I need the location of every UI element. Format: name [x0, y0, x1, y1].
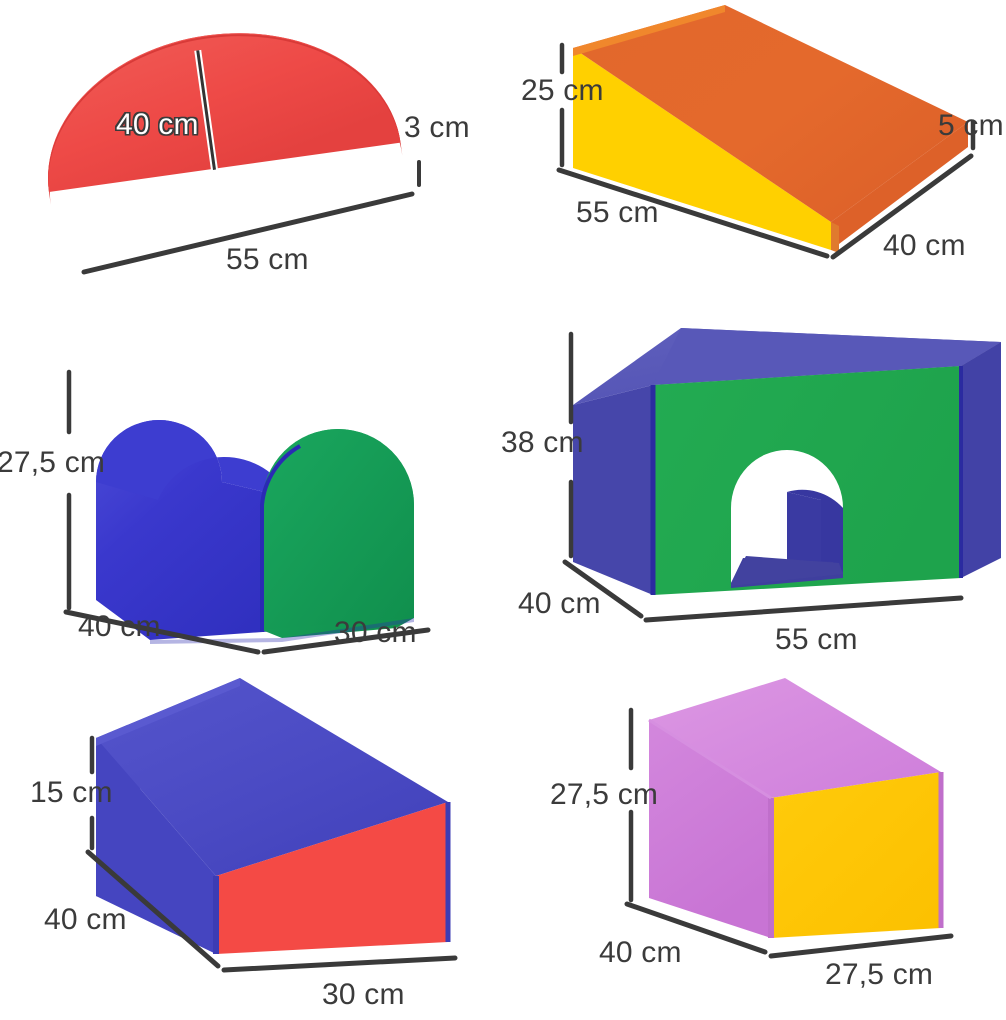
dim-label-semicircle-height: 3 cm: [404, 111, 470, 144]
semicircle-top-face: [48, 33, 401, 192]
dim-label-tunnel-depth: 40 cm: [518, 587, 601, 620]
wedge-yellow-side: [573, 48, 831, 250]
block-left-side: [649, 720, 771, 938]
dim-label-tunnel-height: 38 cm: [501, 426, 584, 459]
tunnel-arch-opening: [731, 450, 843, 588]
arch-block-illustration: [0, 300, 503, 660]
dimline-tunnel-depth-40: [562, 559, 644, 619]
figure-rect-block: 27,5 cm 40 cm 27,5 cm: [503, 660, 1006, 1020]
wedge-crest-edge: [573, 5, 725, 56]
tunnel-block-illustration: [503, 300, 1006, 660]
figure-arch-block: 27,5 cm 40 cm 30 cm: [0, 300, 503, 660]
seam-line: [196, 50, 216, 170]
dimline-arch-length-40: [63, 609, 261, 655]
dimline-width-55: [81, 191, 415, 275]
dimline-block-width-27-5: [768, 933, 954, 959]
ramp-front-left: [96, 738, 216, 954]
dim-label-wedge-height: 25 cm: [521, 74, 604, 107]
arch-blue-roof: [96, 420, 290, 500]
figure-semicircle-mat: 40 cm 55 cm 3 cm: [0, 0, 503, 340]
dim-label-arch-length: 40 cm: [78, 610, 161, 643]
dimline-ramp-depth-40: [85, 849, 221, 969]
arch-seam: [260, 444, 302, 632]
dimline-arch-width-30: [261, 627, 431, 655]
dim-label-ramp-height: 15 cm: [30, 776, 113, 809]
dim-label-block-width: 27,5 cm: [825, 958, 934, 991]
dim-label-tunnel-width: 55 cm: [775, 623, 858, 656]
step-ramp-illustration: [0, 660, 503, 1020]
figure-tunnel-block: 38 cm 40 cm 55 cm: [501, 300, 1006, 660]
dimline-wedge-depth-40: [830, 153, 974, 260]
dim-label-arch-height: 27,5 cm: [0, 446, 106, 479]
block-top-face: [649, 678, 941, 798]
tunnel-left-side: [573, 385, 653, 595]
semicircle-mat-illustration: [0, 0, 503, 340]
dim-label-semicircle-depth: 40 cm: [116, 108, 199, 141]
dimline-wedge-length-55: [556, 167, 830, 259]
wedge-orange-top: [573, 5, 968, 222]
wedge-front-lip: [831, 122, 968, 250]
dim-label-wedge-lip: 5 cm: [938, 109, 1004, 142]
dimline-ramp-width-30: [221, 955, 458, 973]
ramp-red-face: [216, 802, 448, 954]
dim-label-semicircle-width: 55 cm: [226, 243, 309, 276]
dim-label-block-height: 27,5 cm: [550, 778, 659, 811]
dim-label-ramp-depth: 40 cm: [44, 903, 127, 936]
figure-wedge-ramp: 25 cm 55 cm 40 cm 5 cm: [503, 0, 1006, 340]
dim-label-block-depth: 40 cm: [599, 936, 682, 969]
dimline-tunnel-width-55: [643, 595, 964, 623]
dim-label-ramp-width: 30 cm: [322, 978, 405, 1011]
block-yellow-face: [771, 772, 941, 938]
dim-label-wedge-length: 55 cm: [576, 196, 659, 229]
figure-step-ramp: 15 cm 40 cm 30 cm: [0, 660, 503, 1020]
dimline-block-depth-40: [624, 901, 768, 955]
dim-label-arch-width: 30 cm: [334, 616, 417, 649]
ramp-top-face: [96, 678, 448, 876]
dim-label-wedge-depth: 40 cm: [883, 229, 966, 262]
tunnel-right-side: [961, 342, 1001, 578]
rect-block-illustration: [503, 660, 1006, 1020]
wedge-ramp-illustration: [503, 0, 1006, 340]
